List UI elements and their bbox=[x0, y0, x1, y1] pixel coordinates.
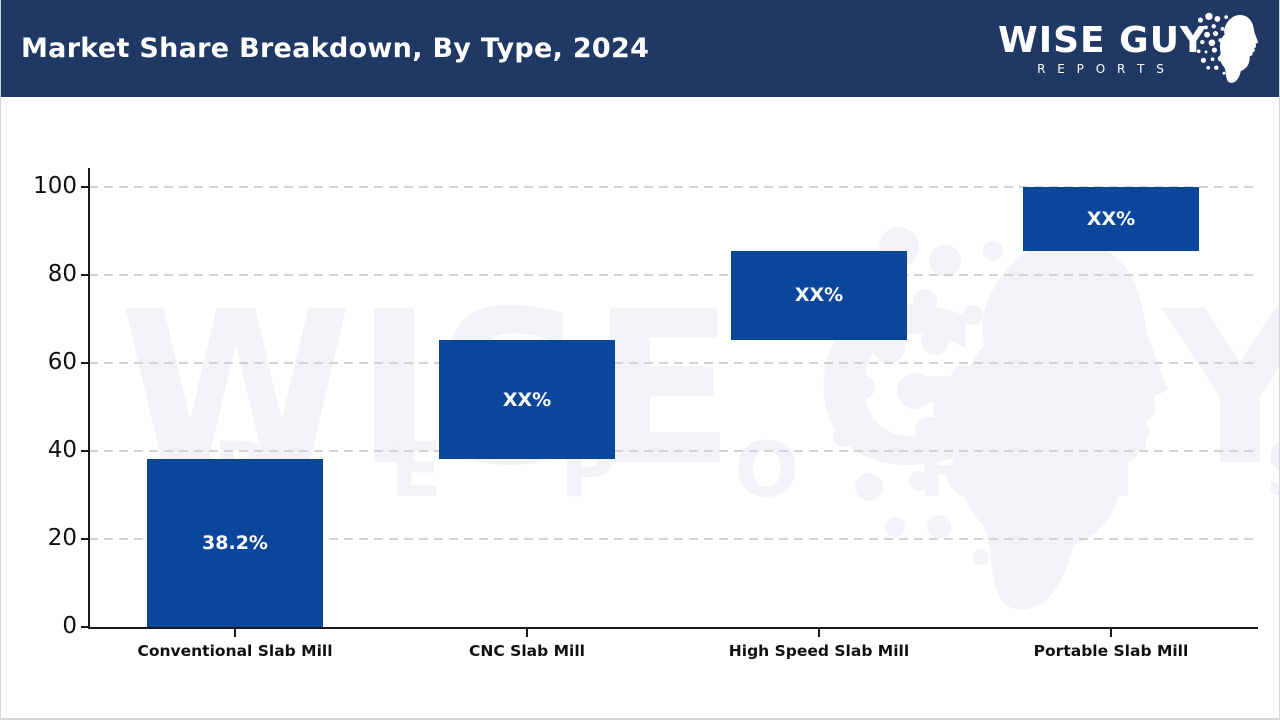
x-axis-category-label: Portable Slab Mill bbox=[1033, 642, 1189, 660]
brand-subtext: R E P O R T S bbox=[1037, 61, 1168, 76]
bar-segment: XX% bbox=[1023, 187, 1199, 251]
x-axis-category-label: CNC Slab Mill bbox=[469, 642, 585, 660]
y-axis-tick-label: 60 bbox=[47, 349, 77, 375]
x-axis-category-label: Conventional Slab Mill bbox=[137, 642, 333, 660]
x-axis-tick-mark bbox=[818, 629, 820, 637]
gridline-y80 bbox=[89, 274, 1257, 276]
bar-value-label: XX% bbox=[502, 388, 552, 411]
x-axis-category-label: High Speed Slab Mill bbox=[728, 642, 910, 660]
x-axis-line bbox=[88, 627, 1258, 629]
brand-logo-text: WISE GUY R E P O R T S bbox=[997, 19, 1207, 76]
bar-value-label: XX% bbox=[794, 284, 844, 307]
y-axis-tick-mark bbox=[81, 186, 89, 188]
bar-value-label: 38.2% bbox=[202, 531, 268, 554]
brand-face-icon bbox=[1196, 12, 1259, 83]
chart-title: Market Share Breakdown, By Type, 2024 bbox=[21, 33, 650, 64]
bar-segment: 38.2% bbox=[147, 458, 323, 627]
y-axis-tick-label: 40 bbox=[47, 437, 77, 463]
y-axis-tick-label: 20 bbox=[47, 525, 77, 551]
y-axis-tick-mark bbox=[81, 450, 89, 452]
header-bar: Market Share Breakdown, By Type, 2024 WI… bbox=[1, 0, 1279, 97]
x-axis-tick-mark bbox=[234, 629, 236, 637]
y-axis-tick-label: 100 bbox=[33, 173, 77, 199]
gridline-y100 bbox=[89, 186, 1257, 188]
plot-area: WISE GUY R E P O R T S 0 20 40 60 80 100 38.2%… bbox=[1, 97, 1279, 718]
gridline-y40 bbox=[89, 450, 1257, 452]
brand-logo: WISE GUY R E P O R T S bbox=[998, 12, 1261, 86]
brand-wordmark: WISE GUY bbox=[997, 19, 1207, 61]
gridline-y20 bbox=[89, 538, 1257, 540]
y-axis-tick-label: 80 bbox=[47, 261, 77, 287]
bar-segment: XX% bbox=[439, 340, 615, 459]
y-axis-tick-mark bbox=[81, 626, 89, 628]
x-axis-tick-mark bbox=[526, 629, 528, 637]
y-axis-tick-label: 0 bbox=[62, 613, 77, 639]
x-axis-tick-mark bbox=[1110, 629, 1112, 637]
y-axis-tick-mark bbox=[81, 274, 89, 276]
bar-segment: XX% bbox=[731, 250, 907, 341]
y-axis-tick-mark bbox=[81, 538, 89, 540]
gridline-y60 bbox=[89, 362, 1257, 364]
y-axis-tick-mark bbox=[81, 362, 89, 364]
y-axis-line bbox=[88, 168, 90, 629]
bar-value-label: XX% bbox=[1086, 207, 1136, 230]
